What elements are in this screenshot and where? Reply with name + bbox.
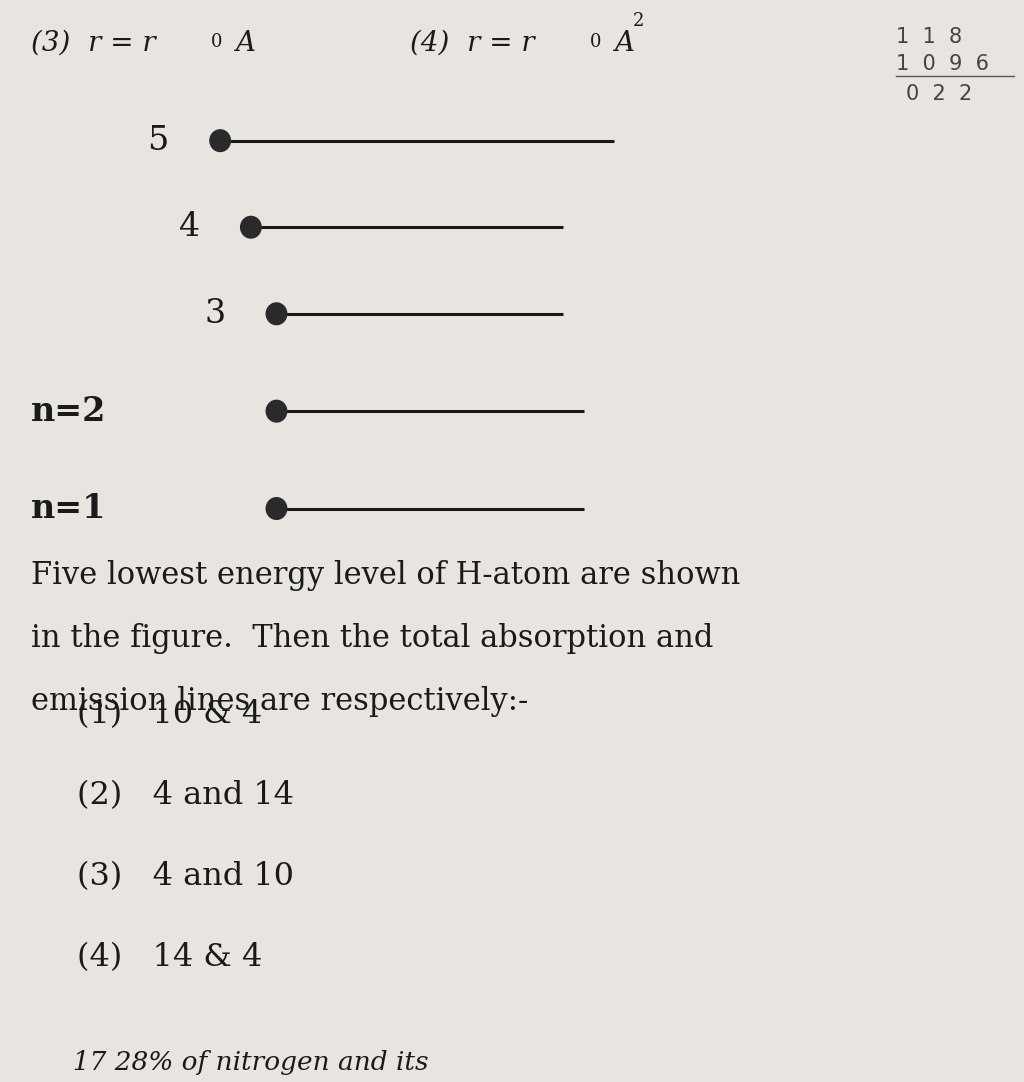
Circle shape — [266, 303, 287, 325]
Circle shape — [266, 400, 287, 422]
Text: 4: 4 — [178, 211, 200, 243]
Text: Five lowest energy level of H-atom are shown: Five lowest energy level of H-atom are s… — [31, 560, 740, 591]
Text: 1  1  8: 1 1 8 — [896, 27, 963, 47]
Text: 17 28% of nitrogen and its: 17 28% of nitrogen and its — [31, 1050, 428, 1076]
Text: n=1: n=1 — [31, 492, 106, 525]
Text: (3)  r = r: (3) r = r — [31, 30, 156, 56]
Text: in the figure.  Then the total absorption and: in the figure. Then the total absorption… — [31, 623, 713, 654]
Text: 3: 3 — [204, 298, 225, 330]
Text: (4)  r = r: (4) r = r — [410, 30, 535, 56]
Text: 2: 2 — [633, 12, 644, 30]
Circle shape — [266, 498, 287, 519]
Circle shape — [210, 130, 230, 151]
Text: 1  0  9  6: 1 0 9 6 — [896, 54, 989, 74]
Text: n=2: n=2 — [31, 395, 106, 427]
Circle shape — [241, 216, 261, 238]
Text: (4)   14 & 4: (4) 14 & 4 — [77, 942, 262, 973]
Text: A: A — [236, 30, 256, 56]
Text: (1)   10 & 4: (1) 10 & 4 — [77, 699, 262, 729]
Text: emission lines are respectively:-: emission lines are respectively:- — [31, 686, 528, 716]
Text: A: A — [614, 30, 635, 56]
Text: 0: 0 — [590, 32, 601, 51]
Text: (3)   4 and 10: (3) 4 and 10 — [77, 861, 294, 892]
Text: 0  2  2: 0 2 2 — [906, 84, 973, 104]
Text: 5: 5 — [147, 124, 169, 157]
Text: 0: 0 — [211, 32, 222, 51]
Text: (2)   4 and 14: (2) 4 and 14 — [77, 780, 294, 810]
